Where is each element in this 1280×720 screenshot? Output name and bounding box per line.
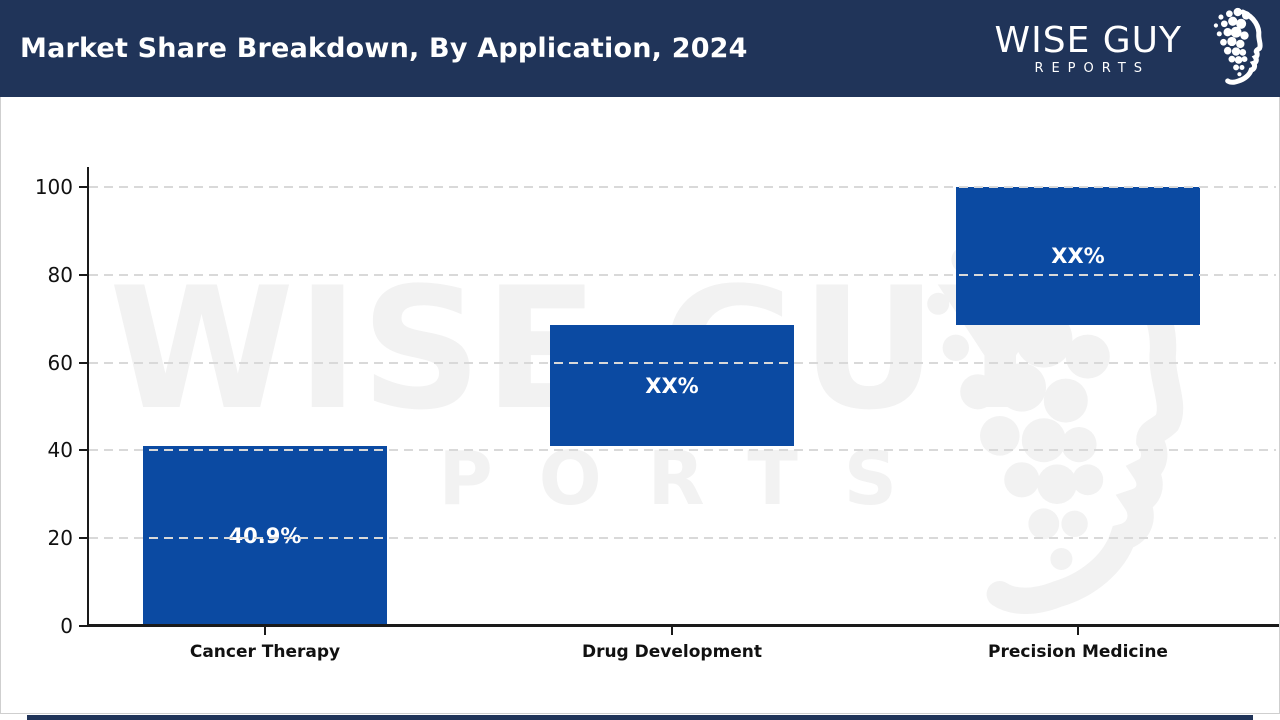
y-tick-mark bbox=[79, 361, 88, 364]
x-tick-mark bbox=[671, 627, 673, 635]
header-banner: Market Share Breakdown, By Application, … bbox=[0, 0, 1280, 97]
bar: XX% bbox=[956, 187, 1200, 326]
logo-wordmark: WISE GUY bbox=[994, 20, 1182, 61]
category-label: Precision Medicine bbox=[988, 642, 1168, 662]
logo-text: WISE GUY REPORTS bbox=[994, 20, 1183, 77]
y-tick-mark bbox=[79, 449, 88, 452]
y-tick-mark bbox=[79, 537, 88, 540]
y-tick-mark bbox=[79, 625, 88, 627]
gridline bbox=[89, 537, 1276, 540]
bar: 40.9% bbox=[143, 446, 387, 626]
y-tick-label: 0 bbox=[60, 614, 73, 638]
y-tick-label: 40 bbox=[47, 438, 73, 463]
category-label: Cancer Therapy bbox=[189, 642, 341, 662]
y-tick-label: 20 bbox=[47, 526, 73, 551]
x-tick-mark bbox=[1077, 627, 1079, 635]
gridline bbox=[89, 361, 1276, 364]
footer-bar bbox=[27, 715, 1253, 720]
gridline bbox=[89, 273, 1276, 276]
wise-guy-reports-logo: WISE GUY REPORTS bbox=[995, 6, 1269, 92]
y-tick-label: 60 bbox=[47, 350, 73, 375]
bar: XX% bbox=[550, 325, 794, 447]
dotted-head-icon bbox=[1213, 7, 1263, 85]
gridline bbox=[89, 449, 1276, 452]
y-tick-mark bbox=[79, 273, 88, 276]
page-title: Market Share Breakdown, By Application, … bbox=[20, 33, 748, 64]
bar-value-label: XX% bbox=[645, 373, 699, 398]
x-axis bbox=[87, 624, 1279, 627]
category-label: Drug Development bbox=[581, 642, 763, 662]
chart-canvas: WISE GUY REPORTS 0 20 40 60 80 100 40.9% Cancer… bbox=[0, 97, 1280, 714]
y-tick-label: 80 bbox=[47, 262, 73, 287]
x-tick-mark bbox=[264, 627, 266, 635]
gridline bbox=[89, 186, 1276, 188]
y-axis bbox=[87, 167, 89, 627]
y-tick-mark bbox=[79, 186, 88, 188]
logo-subtitle: REPORTS bbox=[1034, 61, 1151, 76]
y-tick-label: 100 bbox=[34, 175, 73, 199]
bar-value-label: 40.9% bbox=[228, 524, 302, 549]
bar-value-label: XX% bbox=[1051, 244, 1105, 269]
